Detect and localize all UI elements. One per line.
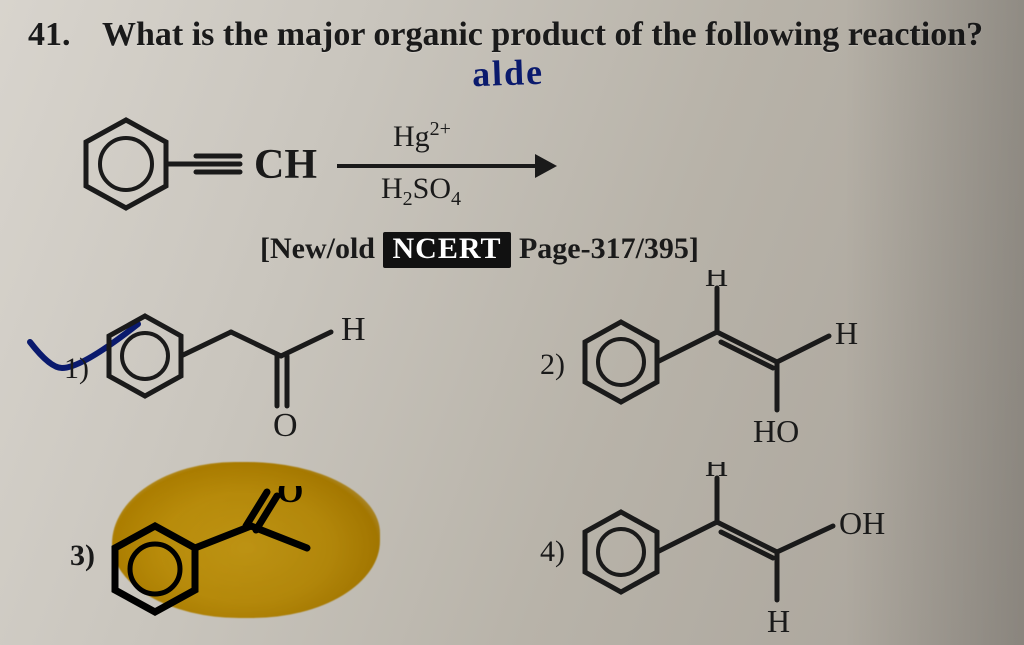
arrow-head-icon xyxy=(535,154,557,178)
alkyne-ch-label: CH xyxy=(254,141,317,189)
reagent-so-sub: 4 xyxy=(451,188,461,210)
reagent-bottom: H2SO4 xyxy=(381,172,461,211)
reference-suffix: Page-317/395] xyxy=(519,232,699,265)
reference-prefix: [New/old xyxy=(260,232,383,265)
reagent-so: SO xyxy=(413,172,451,205)
handwritten-annotation: alde xyxy=(471,51,544,95)
option-4-structure-icon: H OH H xyxy=(571,462,951,642)
option-2-h2-label: H xyxy=(835,315,858,351)
option-2-structure-icon: H H HO xyxy=(571,270,931,460)
option-1: 1) H O xyxy=(64,294,425,444)
option-4-oh-label: OH xyxy=(839,505,885,541)
option-1-structure-icon: H O xyxy=(95,294,425,444)
reagent-h-sub: 2 xyxy=(403,188,413,210)
option-3-structure-icon: O xyxy=(101,486,381,626)
option-1-o-label: O xyxy=(273,407,298,444)
phenyl-alkyne-icon xyxy=(72,110,250,220)
option-4-number: 4) xyxy=(540,535,565,569)
option-2-ho-label: HO xyxy=(753,413,799,449)
option-3-o-label: O xyxy=(277,486,303,510)
reference-box: NCERT xyxy=(383,232,512,268)
question-line: 41. What is the major organic product of… xyxy=(28,14,996,57)
option-1-h-label: H xyxy=(341,311,366,348)
option-1-number: 1) xyxy=(64,352,89,386)
reagent-hg: Hg xyxy=(393,120,430,153)
reaction-scheme: CH Hg2+ H2SO4 xyxy=(72,110,557,220)
reagent-h: H xyxy=(381,172,403,205)
reagent-hg-charge: 2+ xyxy=(430,118,451,140)
option-2-h1-label: H xyxy=(705,270,728,293)
page: 41. What is the major organic product of… xyxy=(0,0,1024,645)
option-4: 4) H OH H xyxy=(540,462,951,642)
option-2: 2) H H HO xyxy=(540,270,931,460)
reference-line: [New/old NCERT Page-317/395] xyxy=(260,232,699,268)
option-3-number: 3) xyxy=(70,539,95,573)
option-4-h1-label: H xyxy=(705,462,728,483)
option-3: 3) O xyxy=(70,486,381,626)
reaction-arrow-block: Hg2+ H2SO4 xyxy=(337,110,557,220)
question-number: 41. xyxy=(28,14,84,57)
option-4-h2-label: H xyxy=(767,603,790,639)
reagent-top: Hg2+ xyxy=(393,118,451,154)
arrow-shaft-icon xyxy=(337,164,539,168)
option-2-number: 2) xyxy=(540,348,565,382)
